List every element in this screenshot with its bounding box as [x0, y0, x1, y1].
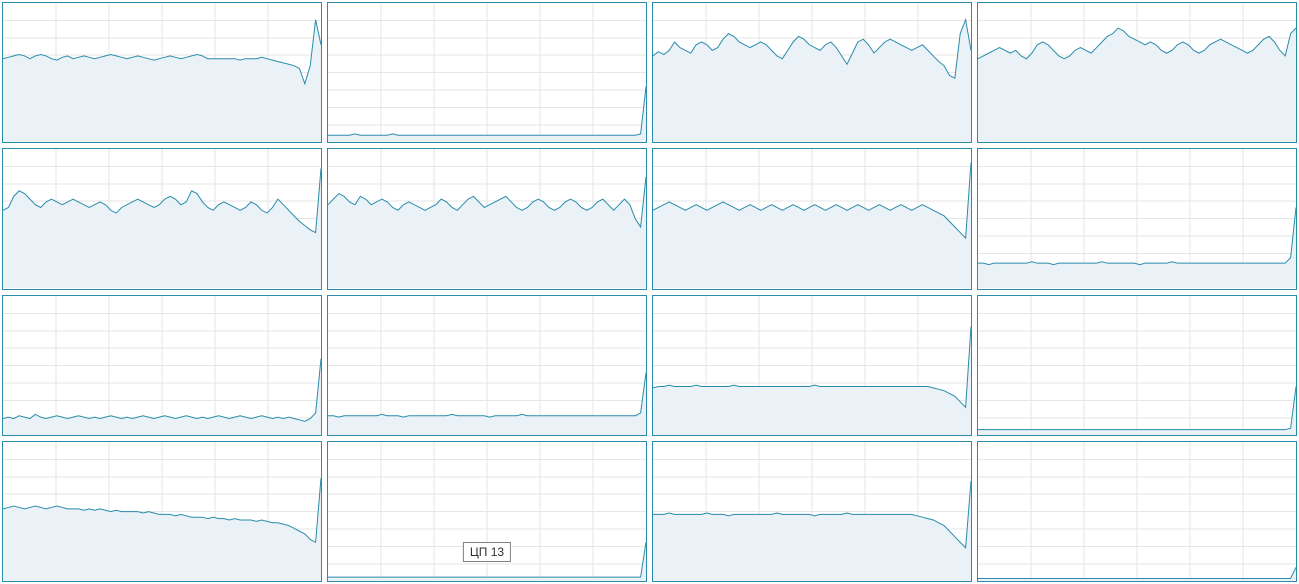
- cpu-chart-cell-9[interactable]: [327, 295, 647, 436]
- cpu-chart-cell-5[interactable]: [327, 148, 647, 289]
- sparkline: [3, 149, 321, 288]
- cpu-chart-grid: ЦП 13: [0, 0, 1299, 584]
- cpu-chart-cell-3[interactable]: [977, 2, 1297, 143]
- sparkline: [653, 442, 971, 581]
- sparkline: [3, 296, 321, 435]
- sparkline: [328, 296, 646, 435]
- sparkline: [653, 296, 971, 435]
- cpu-chart-cell-1[interactable]: [327, 2, 647, 143]
- sparkline: [978, 3, 1296, 142]
- sparkline: [653, 149, 971, 288]
- sparkline: [978, 442, 1296, 581]
- cpu-chart-cell-10[interactable]: [652, 295, 972, 436]
- cpu-chart-cell-15[interactable]: [977, 441, 1297, 582]
- sparkline: [653, 3, 971, 142]
- cpu-chart-cell-0[interactable]: [2, 2, 322, 143]
- cpu-chart-cell-12[interactable]: [2, 441, 322, 582]
- cpu-chart-cell-8[interactable]: [2, 295, 322, 436]
- sparkline: [978, 149, 1296, 288]
- sparkline: [978, 296, 1296, 435]
- sparkline: [3, 442, 321, 581]
- cpu-chart-cell-11[interactable]: [977, 295, 1297, 436]
- sparkline: [328, 3, 646, 142]
- cpu-chart-cell-2[interactable]: [652, 2, 972, 143]
- cpu-chart-cell-4[interactable]: [2, 148, 322, 289]
- cpu-chart-cell-6[interactable]: [652, 148, 972, 289]
- cpu-chart-cell-7[interactable]: [977, 148, 1297, 289]
- cpu-chart-cell-14[interactable]: [652, 441, 972, 582]
- cpu-chart-cell-13[interactable]: ЦП 13: [327, 441, 647, 582]
- sparkline: [3, 3, 321, 142]
- sparkline: [328, 149, 646, 288]
- sparkline: [328, 442, 646, 581]
